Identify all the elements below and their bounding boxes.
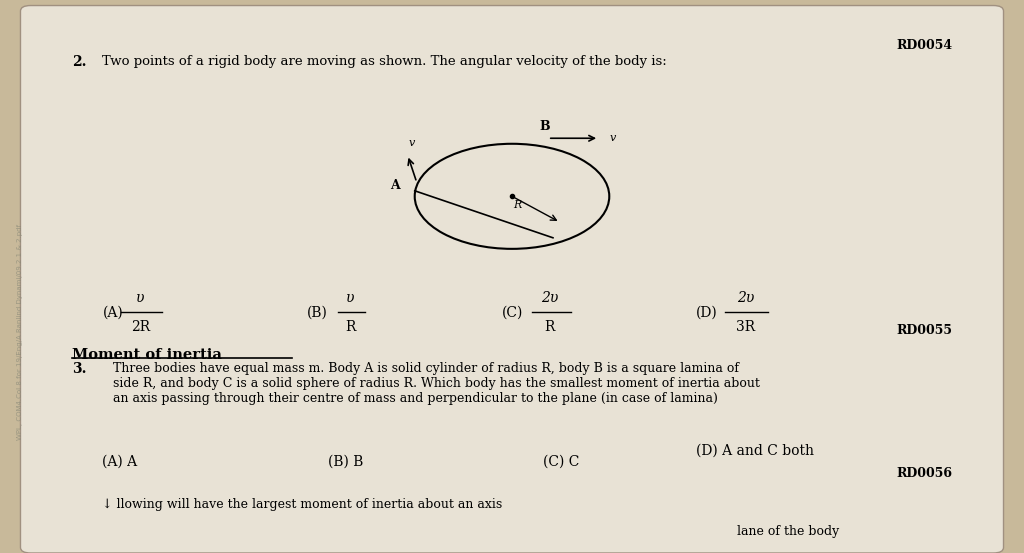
Text: (D): (D) (696, 305, 718, 320)
Text: (C) C: (C) C (543, 455, 580, 469)
Text: ↓ llowing will have the largest moment of inertia about an axis: ↓ llowing will have the largest moment o… (102, 498, 503, 511)
Text: 3R: 3R (736, 320, 755, 333)
Text: WPL, COM4.Col 8 for 19/Eng/A Ranlind Dynami/09.2 1 & 2.pdf: WPL, COM4.Col 8 for 19/Eng/A Ranlind Dyn… (17, 224, 24, 440)
Text: (A) A: (A) A (102, 455, 137, 469)
Text: (B) B: (B) B (328, 455, 364, 469)
Text: 2υ: 2υ (542, 291, 558, 305)
Text: (B): (B) (307, 305, 328, 320)
Text: RD0056: RD0056 (896, 467, 952, 481)
Text: (D) A and C both: (D) A and C both (696, 444, 814, 458)
Text: RD0055: RD0055 (896, 324, 952, 337)
Text: A: A (389, 179, 399, 192)
Text: 2R: 2R (131, 320, 150, 333)
Text: v: v (409, 138, 415, 148)
Text: υ: υ (346, 291, 354, 305)
Text: B: B (540, 119, 550, 133)
Text: Three bodies have equal mass m. Body A is solid cylinder of radius R, body B is : Three bodies have equal mass m. Body A i… (113, 362, 760, 405)
Text: RD0054: RD0054 (896, 39, 952, 52)
Text: R: R (345, 320, 355, 333)
Text: Two points of a rigid body are moving as shown. The angular velocity of the body: Two points of a rigid body are moving as… (102, 55, 668, 69)
Text: 2υ: 2υ (737, 291, 754, 305)
Text: v: v (609, 133, 615, 143)
Text: lane of the body: lane of the body (737, 525, 840, 539)
Text: (C): (C) (502, 305, 523, 320)
Text: 3.: 3. (72, 362, 86, 376)
Text: 2.: 2. (72, 55, 86, 69)
Text: Moment of inertia: Moment of inertia (72, 348, 221, 362)
Text: υ: υ (136, 291, 144, 305)
Text: R: R (545, 320, 555, 333)
Text: (A): (A) (102, 305, 123, 320)
FancyBboxPatch shape (20, 6, 1004, 553)
Text: R: R (513, 200, 522, 210)
